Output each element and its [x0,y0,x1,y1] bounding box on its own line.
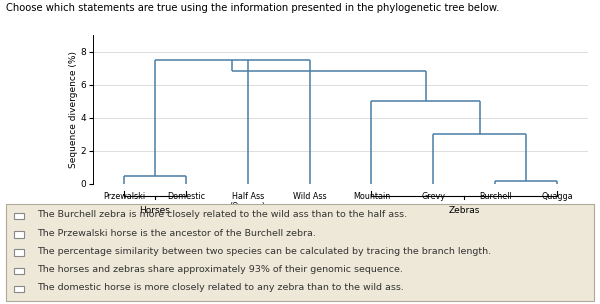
Text: Zebras: Zebras [449,206,480,215]
Y-axis label: Sequence divergence (%): Sequence divergence (%) [68,51,77,168]
Text: The Burchell zebra is more closely related to the wild ass than to the half ass.: The Burchell zebra is more closely relat… [37,210,407,219]
Text: Horses: Horses [139,206,170,215]
Text: The domestic horse is more closely related to any zebra than to the wild ass.: The domestic horse is more closely relat… [37,283,404,292]
Text: The Przewalski horse is the ancestor of the Burchell zebra.: The Przewalski horse is the ancestor of … [37,229,316,238]
Text: Choose which statements are true using the information presented in the phylogen: Choose which statements are true using t… [6,3,499,13]
Text: The percentage similarity between two species can be calculated by tracing the b: The percentage similarity between two sp… [37,247,491,256]
Text: The horses and zebras share approximately 93% of their genomic sequence.: The horses and zebras share approximatel… [37,265,403,274]
